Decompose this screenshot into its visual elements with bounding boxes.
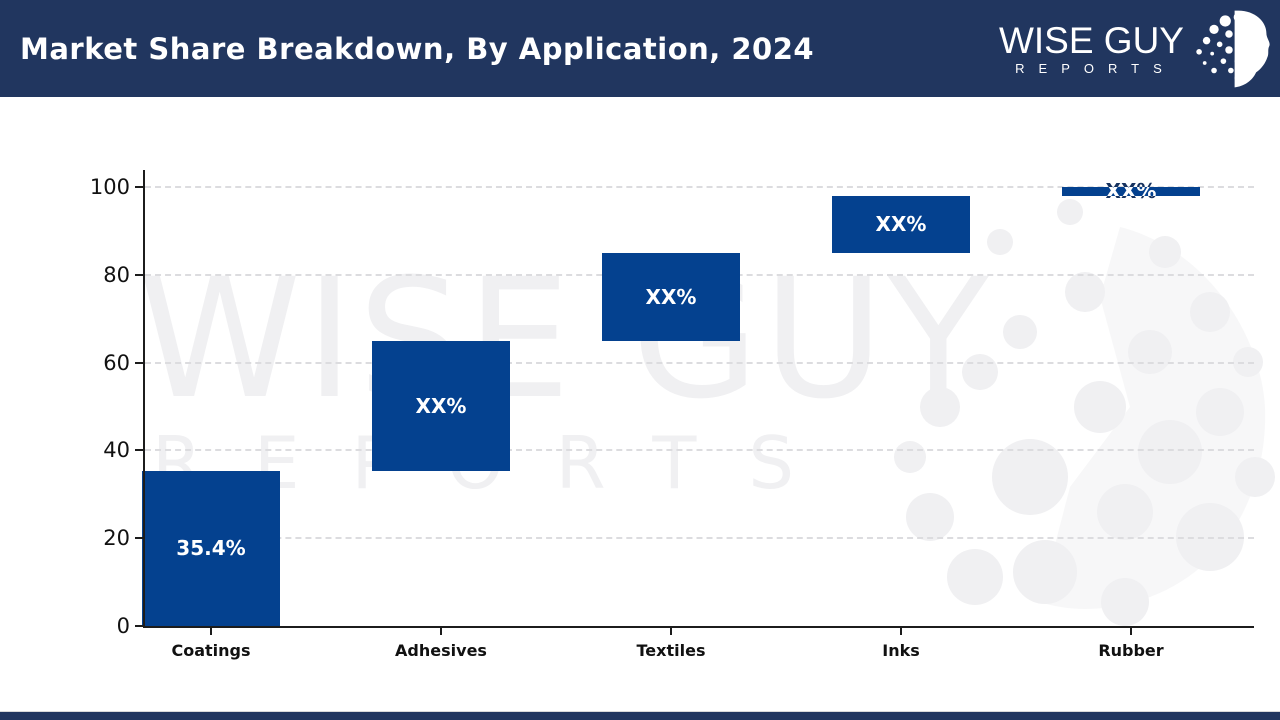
y-tick-40 xyxy=(135,449,143,452)
y-tick-label-100: 100 xyxy=(89,175,130,199)
x-tick-label-adhesives: Adhesives xyxy=(395,641,487,660)
x-tick-textiles xyxy=(670,628,672,635)
bar-rubber: XX% xyxy=(1062,187,1200,196)
y-tick-0 xyxy=(135,625,143,627)
x-tick-label-rubber: Rubber xyxy=(1098,641,1164,660)
bar-value-label-coatings: 35.4% xyxy=(176,536,246,561)
logo-subtitle: REPORTS xyxy=(1015,61,1176,76)
gridline-40 xyxy=(145,449,1254,452)
gridline-100 xyxy=(145,186,1254,188)
x-tick-label-coatings: Coatings xyxy=(171,641,251,660)
bar-value-label-adhesives: XX% xyxy=(415,393,467,418)
logo-wordmark: WISE GUY xyxy=(998,20,1184,61)
bar-value-label-rubber: XX% xyxy=(1106,187,1157,196)
bar-textiles: XX% xyxy=(602,252,740,341)
y-tick-label-0: 0 xyxy=(116,614,130,638)
x-tick-coatings xyxy=(210,628,212,635)
bar-value-label-textiles: XX% xyxy=(645,284,697,309)
y-tick-80 xyxy=(135,273,143,276)
y-tick-label-40: 40 xyxy=(103,438,130,463)
y-axis-line xyxy=(143,170,145,628)
y-tick-label-60: 60 xyxy=(103,350,130,375)
watermark-dotted-head xyxy=(894,199,1275,626)
bar-inks: XX% xyxy=(832,195,970,253)
wise-guy-reports-logo: WISE GUY REPORTS xyxy=(999,6,1272,92)
y-tick-20 xyxy=(135,537,143,540)
footer-bar xyxy=(0,711,1280,720)
page-title: Market Share Breakdown, By Application, … xyxy=(20,31,815,66)
x-tick-label-textiles: Textiles xyxy=(636,641,706,660)
gridline-20 xyxy=(145,537,1254,540)
x-tick-inks xyxy=(900,628,902,635)
logo-text: WISE GUY REPORTS xyxy=(999,21,1184,77)
header: Market Share Breakdown, By Application, … xyxy=(0,0,1280,97)
gridline-60 xyxy=(145,361,1254,364)
watermark-wordmark: WISE GUY xyxy=(138,243,993,435)
y-tick-60 xyxy=(135,361,143,364)
bar-coatings: 35.4% xyxy=(142,470,280,626)
y-tick-label-20: 20 xyxy=(103,526,130,551)
x-tick-rubber xyxy=(1130,628,1132,635)
y-tick-label-80: 80 xyxy=(103,262,130,287)
chart-area: WISE GUY REPORTS 02040608010035.4%35.4%C… xyxy=(0,97,1280,713)
dotted-head-icon xyxy=(1196,10,1270,88)
bar-value-label-inks: XX% xyxy=(875,212,927,237)
y-tick-100 xyxy=(135,186,143,188)
x-tick-adhesives xyxy=(440,628,442,635)
x-tick-label-inks: Inks xyxy=(882,641,920,660)
x-axis-line xyxy=(143,626,1254,628)
bar-adhesives: XX% xyxy=(372,340,510,471)
